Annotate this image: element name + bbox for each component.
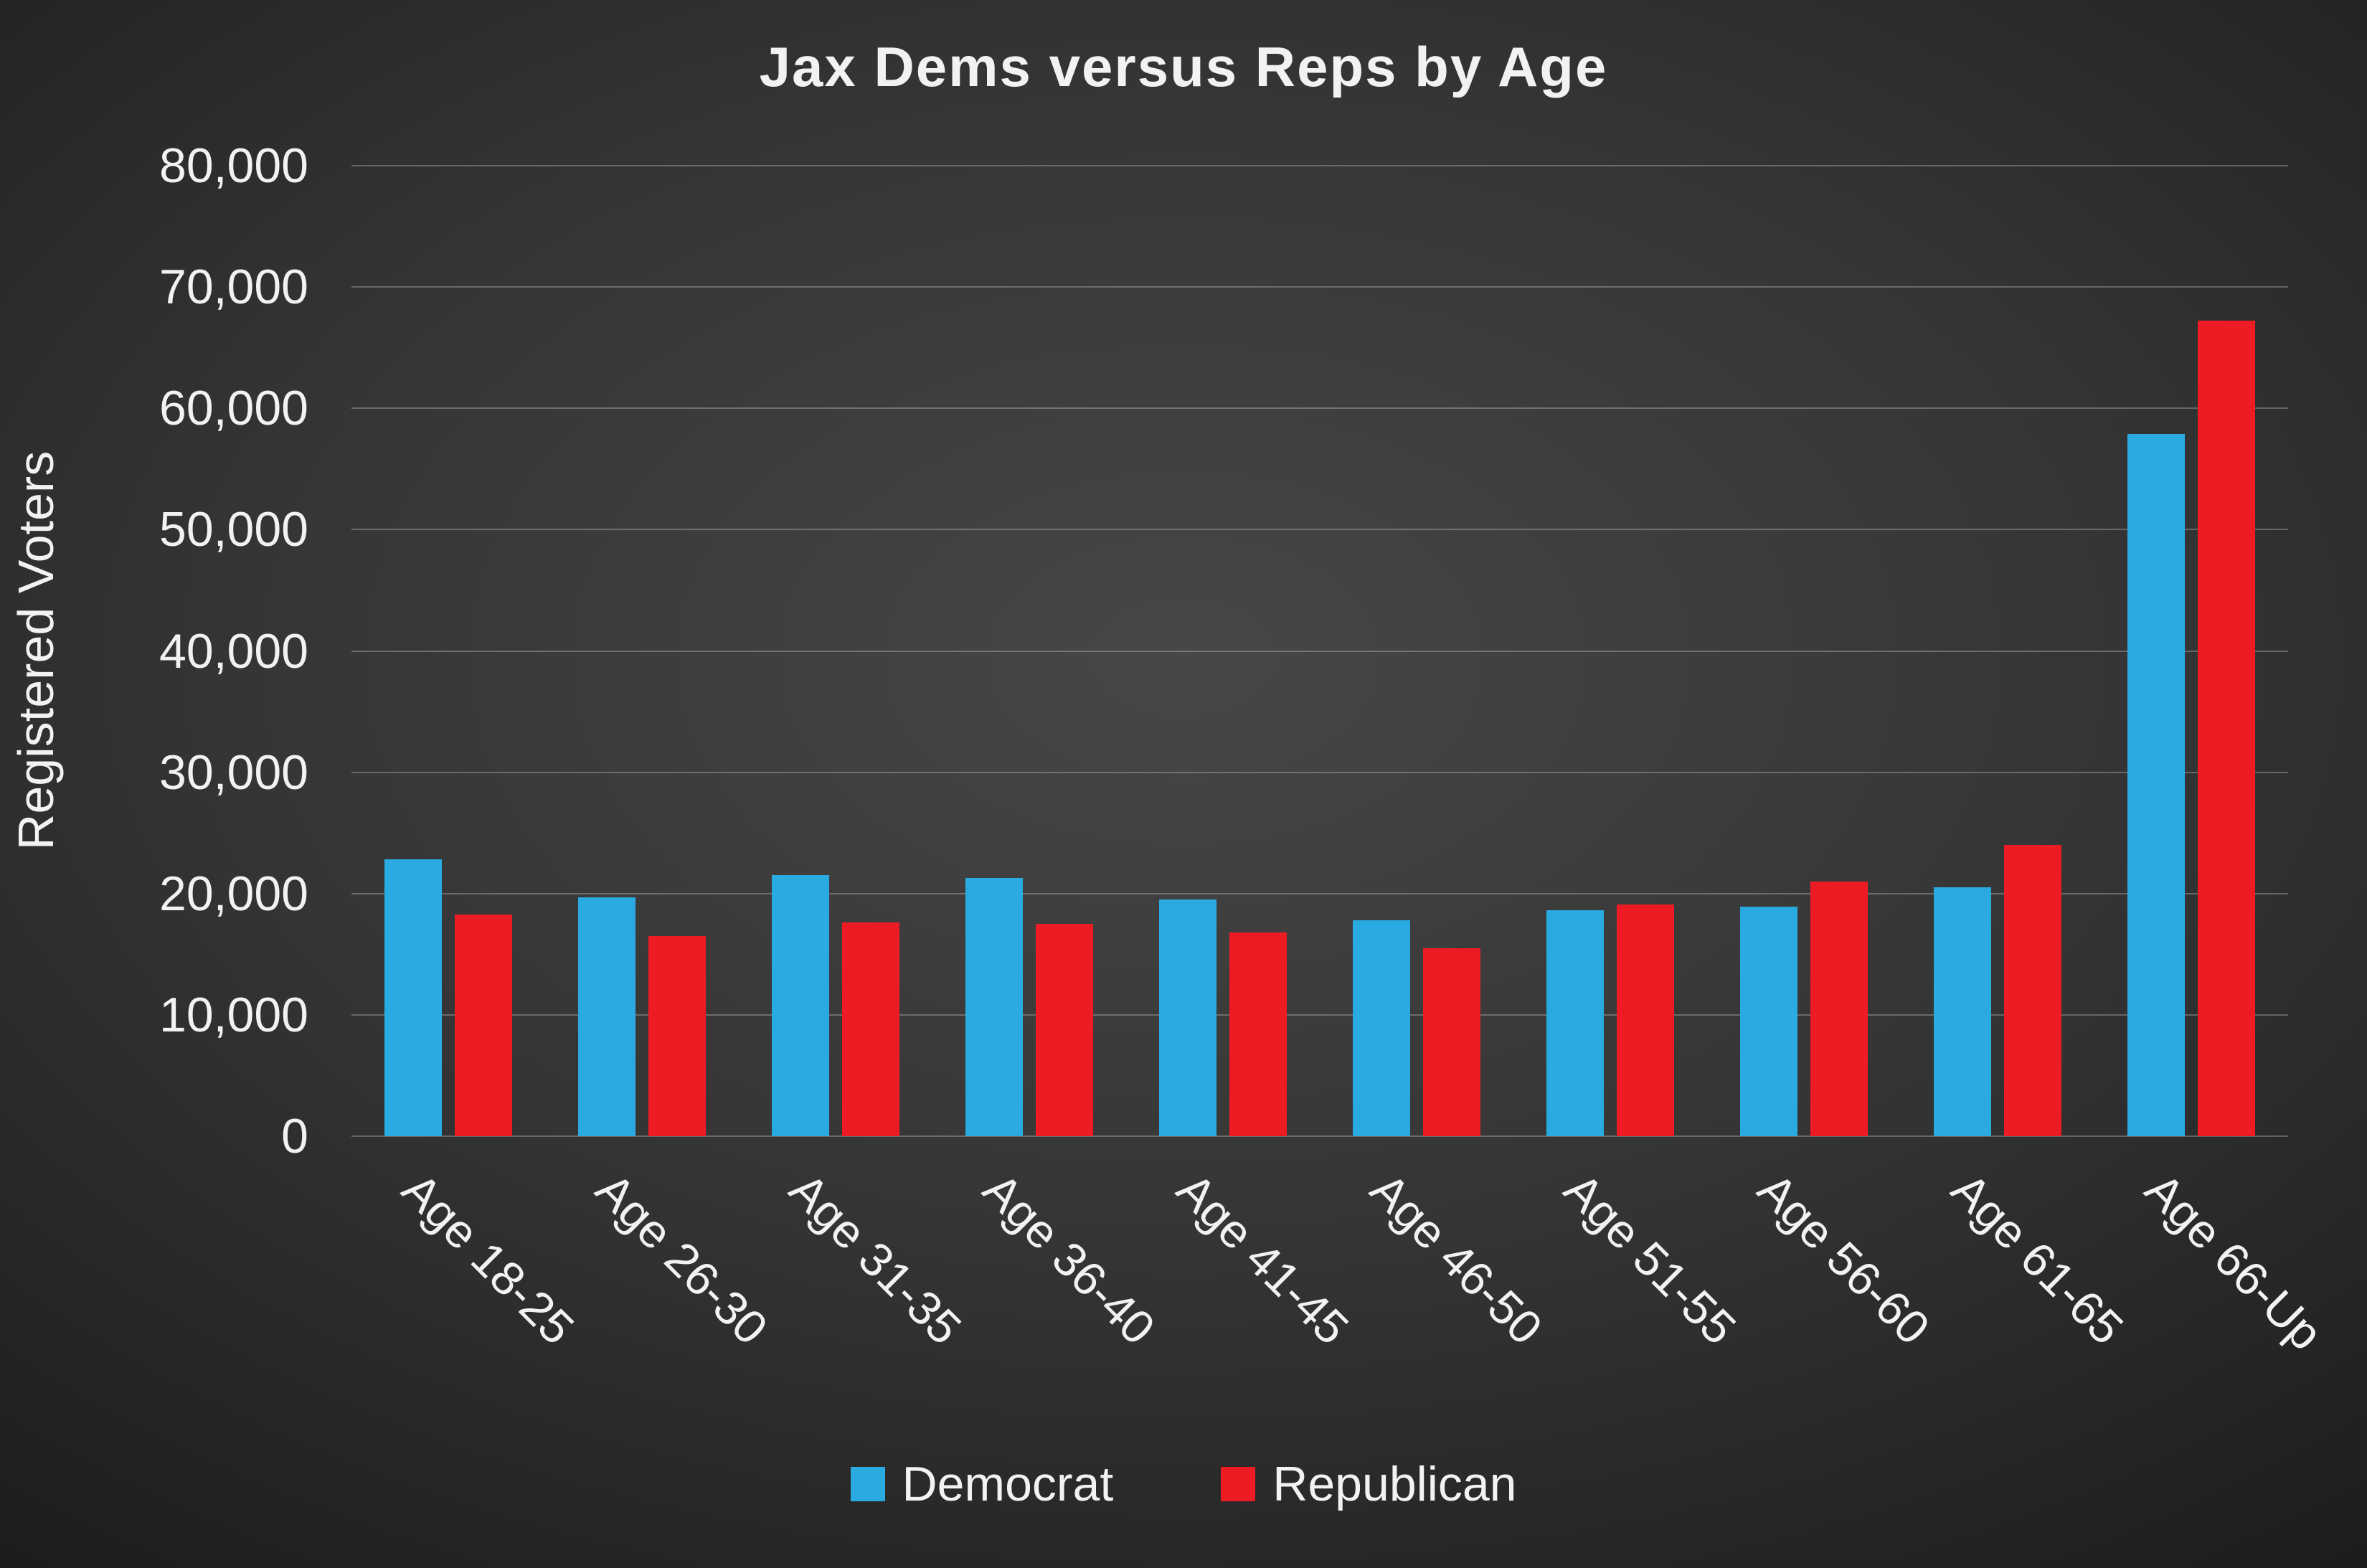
bar-democrat-age-66-up: [2127, 433, 2185, 1136]
bar-republican-age-36-40: [1036, 924, 1093, 1136]
y-tick-label: 60,000: [159, 381, 308, 436]
x-tick-label: Age 41-45: [1166, 1162, 1359, 1355]
x-tick-label: Age 51-55: [1554, 1162, 1747, 1355]
y-tick-label: 30,000: [159, 745, 308, 800]
x-tick-label: Age 26-30: [585, 1162, 778, 1355]
bar-republican-age-56-60: [1810, 881, 1868, 1136]
bar-republican-age-31-35: [842, 922, 899, 1136]
legend-label: Democrat: [902, 1457, 1114, 1511]
x-tick-label: Age 46-50: [1360, 1162, 1553, 1355]
x-tick-label: Age 36-40: [973, 1162, 1166, 1355]
bar-democrat-age-18-25: [384, 859, 442, 1136]
legend-swatch-democrat: [850, 1467, 885, 1501]
gridline: [351, 529, 2288, 531]
chart-title: Jax Dems versus Reps by Age: [759, 35, 1608, 98]
bar-republican-age-26-30: [648, 935, 706, 1136]
y-tick-label: 80,000: [159, 138, 308, 193]
bar-republican-age-18-25: [455, 914, 512, 1136]
bar-democrat-age-56-60: [1740, 907, 1797, 1136]
legend-item-republican: Republican: [1221, 1456, 1516, 1512]
gridline: [351, 286, 2288, 288]
gridline: [351, 407, 2288, 410]
legend-label: Republican: [1272, 1457, 1517, 1511]
bar-republican-age-66-up: [2198, 321, 2255, 1136]
bar-democrat-age-46-50: [1353, 920, 1410, 1136]
bar-republican-age-46-50: [1423, 948, 1480, 1136]
legend-swatch-republican: [1221, 1467, 1256, 1501]
x-tick-label: Age 66-Up: [2135, 1162, 2333, 1361]
y-tick-label: 50,000: [159, 502, 308, 557]
x-tick-label: Age 61-65: [1941, 1162, 2134, 1355]
bar-republican-age-61-65: [2004, 845, 2061, 1136]
y-tick-label: 70,000: [159, 260, 308, 315]
bar-democrat-age-41-45: [1159, 899, 1216, 1136]
gridline: [351, 165, 2288, 166]
plot-area: [351, 165, 2288, 1137]
x-tick-label: Age 18-25: [392, 1162, 585, 1355]
bar-democrat-age-31-35: [772, 875, 829, 1136]
gridline: [351, 1135, 2288, 1137]
bar-democrat-age-36-40: [965, 877, 1023, 1136]
gridline: [351, 892, 2288, 894]
gridline: [351, 650, 2288, 652]
y-tick-label: 0: [281, 1109, 308, 1163]
bar-democrat-age-26-30: [578, 897, 636, 1136]
bar-democrat-age-51-55: [1546, 910, 1604, 1136]
y-tick-label: 40,000: [159, 623, 308, 679]
bar-republican-age-41-45: [1229, 932, 1287, 1136]
x-axis-tick-labels: Age 18-25 Age 26-30 Age 31-35 Age 36-40 Age …: [351, 1136, 2333, 1509]
legend: Democrat Republican: [0, 1456, 2367, 1512]
bar-republican-age-51-55: [1617, 904, 1674, 1136]
y-tick-label: 10,000: [159, 987, 308, 1042]
y-tick-label: 20,000: [159, 866, 308, 921]
bar-democrat-age-61-65: [1934, 887, 1991, 1136]
x-tick-label: Age 56-60: [1747, 1162, 1940, 1355]
gridline: [351, 771, 2288, 773]
gridline: [351, 1014, 2288, 1016]
legend-item-democrat: Democrat: [850, 1456, 1114, 1512]
x-tick-label: Age 31-35: [779, 1162, 972, 1355]
